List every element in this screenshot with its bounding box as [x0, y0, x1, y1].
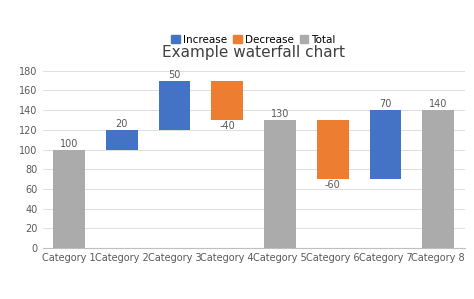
Bar — [264, 120, 296, 248]
Bar — [106, 130, 137, 150]
Title: Example waterfall chart: Example waterfall chart — [162, 45, 345, 60]
Bar — [53, 150, 85, 248]
Text: 20: 20 — [116, 119, 128, 129]
Text: -40: -40 — [219, 121, 235, 131]
Text: 130: 130 — [271, 109, 289, 119]
Text: 140: 140 — [429, 99, 447, 109]
Bar — [159, 80, 190, 130]
Legend: Increase, Decrease, Total: Increase, Decrease, Total — [167, 31, 340, 49]
Bar — [317, 120, 348, 179]
Text: 50: 50 — [168, 70, 181, 80]
Bar — [422, 110, 454, 248]
Text: 100: 100 — [60, 139, 78, 149]
Bar — [370, 110, 401, 179]
Bar — [211, 80, 243, 120]
Text: -60: -60 — [325, 180, 340, 190]
Text: 70: 70 — [379, 99, 392, 109]
